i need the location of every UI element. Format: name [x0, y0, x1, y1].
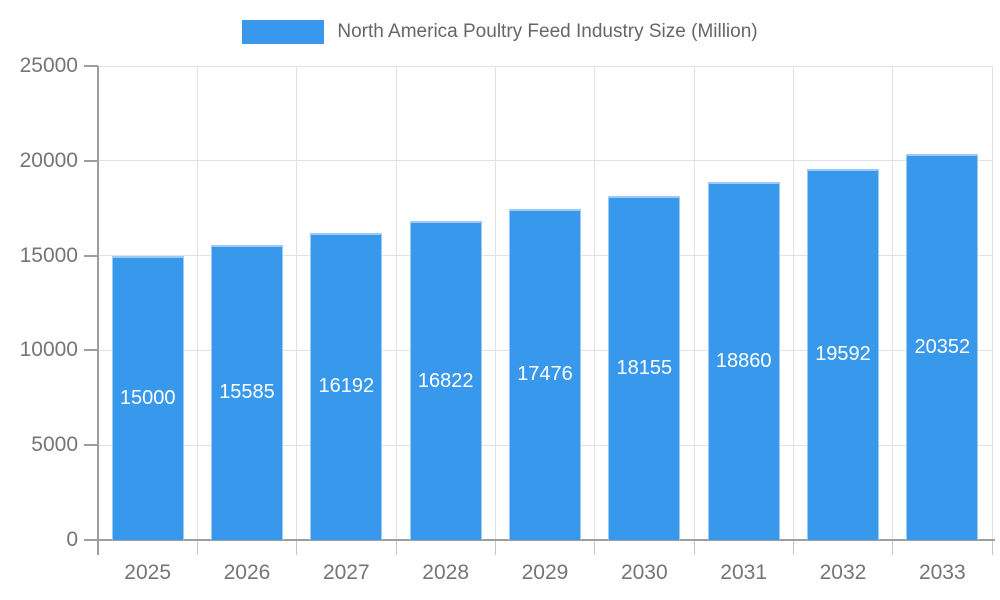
- x-axis-tick: [296, 540, 298, 555]
- y-tick-label: 5000: [31, 433, 78, 457]
- bar-value-label: 20352: [914, 336, 971, 359]
- x-axis-tick: [395, 540, 397, 555]
- bar-2032[interactable]: [807, 168, 879, 540]
- bar-value-label: 18860: [715, 350, 772, 373]
- bar-2025[interactable]: [111, 255, 184, 540]
- bar-2030[interactable]: [608, 195, 681, 540]
- x-gridline: [395, 66, 397, 540]
- y-gridline: [98, 160, 992, 162]
- x-axis-line: [84, 539, 995, 541]
- bar-value-label: 15000: [119, 386, 176, 409]
- bar-2026[interactable]: [211, 244, 283, 540]
- legend-label: North America Poultry Feed Industry Size…: [337, 21, 758, 42]
- y-tick-label: 20000: [19, 148, 78, 172]
- y-tick-label: 25000: [19, 54, 78, 77]
- x-tick-label: 2028: [422, 561, 470, 584]
- x-axis-tick: [594, 540, 596, 555]
- x-axis-tick: [892, 540, 894, 555]
- y-gridline: [98, 65, 992, 67]
- bar-2029[interactable]: [509, 208, 581, 540]
- x-gridline: [693, 66, 695, 540]
- y-axis-line: [97, 66, 99, 555]
- x-gridline: [494, 66, 496, 540]
- bar-value-label: 17476: [517, 363, 573, 386]
- y-axis-tick: [84, 349, 98, 352]
- x-axis-tick: [792, 540, 794, 555]
- bar-2027[interactable]: [310, 232, 383, 540]
- bar-value-label: 16822: [417, 369, 474, 392]
- x-gridline: [991, 66, 993, 540]
- x-tick-label: 2031: [720, 561, 768, 584]
- y-axis-tick: [84, 65, 98, 67]
- x-gridline: [296, 66, 298, 540]
- bar-2031[interactable]: [707, 182, 780, 540]
- x-tick-label: 2032: [819, 561, 867, 584]
- x-tick-label: 2027: [322, 561, 370, 584]
- legend-swatch-icon: [242, 20, 325, 44]
- y-tick-label: 0: [66, 528, 78, 551]
- x-gridline: [792, 66, 794, 540]
- y-tick-label: 15000: [19, 243, 78, 267]
- x-tick-label: 2033: [918, 561, 966, 584]
- bar-2033[interactable]: [906, 154, 979, 540]
- x-axis-tick: [196, 540, 198, 555]
- bar-value-label: 19592: [815, 343, 871, 366]
- x-tick-label: 2029: [521, 561, 569, 584]
- x-gridline: [594, 66, 596, 540]
- bar-value-label: 18155: [616, 356, 673, 379]
- y-axis-tick: [84, 254, 98, 257]
- bar-2028[interactable]: [409, 221, 482, 540]
- x-axis-tick: [991, 540, 993, 555]
- x-gridline: [196, 66, 198, 540]
- x-tick-label: 2030: [620, 561, 668, 584]
- bar-value-label: 16192: [318, 375, 375, 398]
- bar-value-label: 15585: [219, 381, 275, 404]
- y-tick-label: 10000: [19, 338, 78, 362]
- x-tick-label: 2025: [124, 561, 172, 584]
- x-axis-tick: [494, 540, 496, 555]
- y-axis-tick: [84, 444, 98, 447]
- y-axis-tick: [84, 159, 98, 162]
- x-tick-label: 2026: [223, 561, 271, 584]
- x-gridline: [892, 66, 894, 540]
- x-axis-tick: [693, 540, 695, 555]
- chart-legend[interactable]: North America Poultry Feed Industry Size…: [0, 20, 1000, 44]
